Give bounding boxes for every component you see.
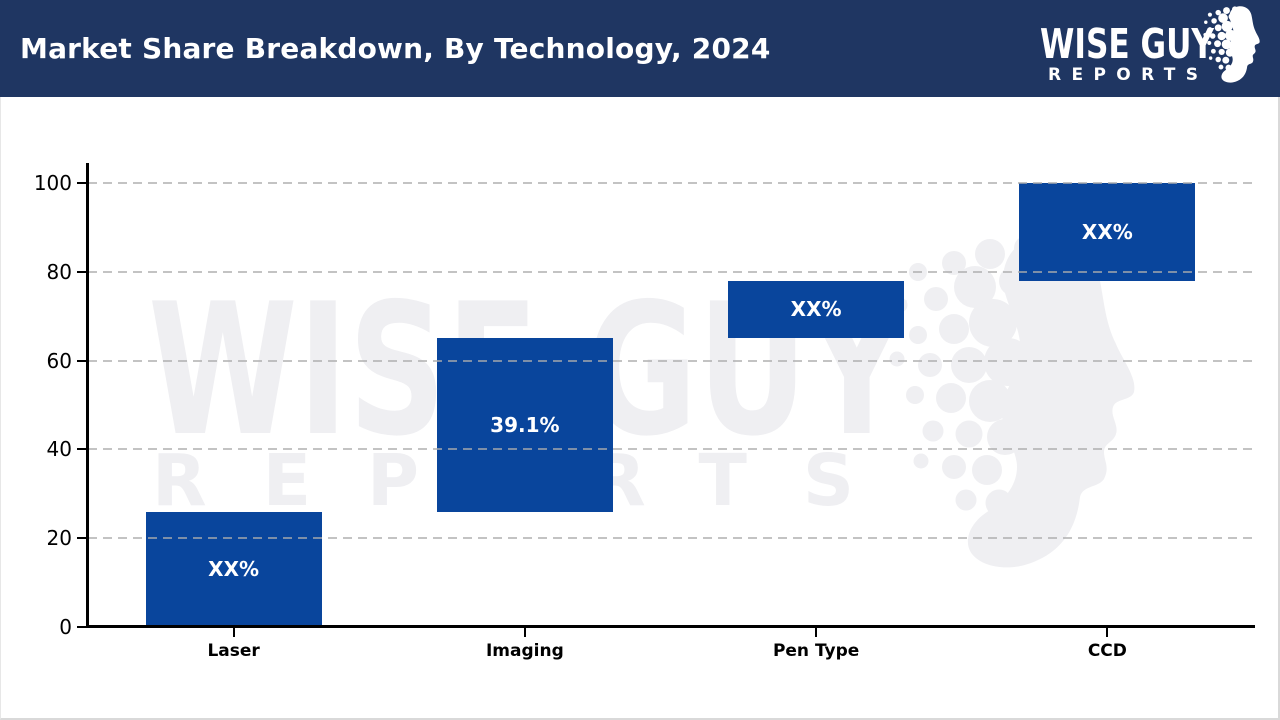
logo-brand-text: WISE GUY bbox=[1040, 20, 1215, 68]
y-axis-tick bbox=[77, 270, 86, 273]
bar-value-label: XX% bbox=[208, 557, 260, 582]
y-axis-tick bbox=[77, 626, 86, 628]
y-axis-tick bbox=[77, 537, 86, 540]
y-axis-label: 20 bbox=[46, 526, 72, 551]
gridline bbox=[88, 182, 1253, 184]
y-axis-label: 60 bbox=[46, 348, 72, 373]
bar bbox=[436, 337, 613, 512]
logo-reports-text: REPORTS bbox=[1048, 65, 1198, 85]
bar-value-label: XX% bbox=[790, 297, 842, 322]
x-axis bbox=[86, 625, 1255, 628]
wise-guy-reports-logo: WISE GUY REPORTS bbox=[1040, 6, 1260, 85]
x-axis-label: Pen Type bbox=[772, 641, 860, 661]
x-axis-tick bbox=[1106, 628, 1109, 637]
bar-value-label: XX% bbox=[1081, 219, 1133, 244]
gridline bbox=[88, 359, 1253, 362]
x-axis-tick bbox=[232, 628, 235, 637]
y-axis-label: 40 bbox=[46, 437, 72, 462]
y-axis-label: 80 bbox=[46, 259, 72, 284]
x-axis-tick bbox=[523, 628, 526, 637]
gridline bbox=[88, 537, 1253, 540]
x-axis-label: Imaging bbox=[485, 641, 564, 661]
gridline bbox=[88, 270, 1253, 273]
y-axis-label: 100 bbox=[33, 171, 72, 195]
page-title: Market Share Breakdown, By Technology, 2… bbox=[20, 32, 771, 65]
x-axis-tick bbox=[815, 628, 818, 637]
y-axis-tick bbox=[77, 359, 86, 362]
bar-value-label: 39.1% bbox=[490, 412, 560, 437]
y-axis-tick bbox=[77, 182, 86, 184]
x-axis-label: CCD bbox=[1087, 641, 1127, 661]
y-axis bbox=[86, 163, 89, 628]
gridline bbox=[88, 448, 1253, 451]
bar bbox=[145, 511, 322, 627]
y-axis-tick bbox=[77, 448, 86, 451]
bar bbox=[728, 280, 905, 338]
x-axis-label: Laser bbox=[207, 641, 260, 661]
y-axis-label: 0 bbox=[59, 615, 72, 639]
header-bar: Market Share Breakdown, By Technology, 2… bbox=[0, 0, 1280, 97]
